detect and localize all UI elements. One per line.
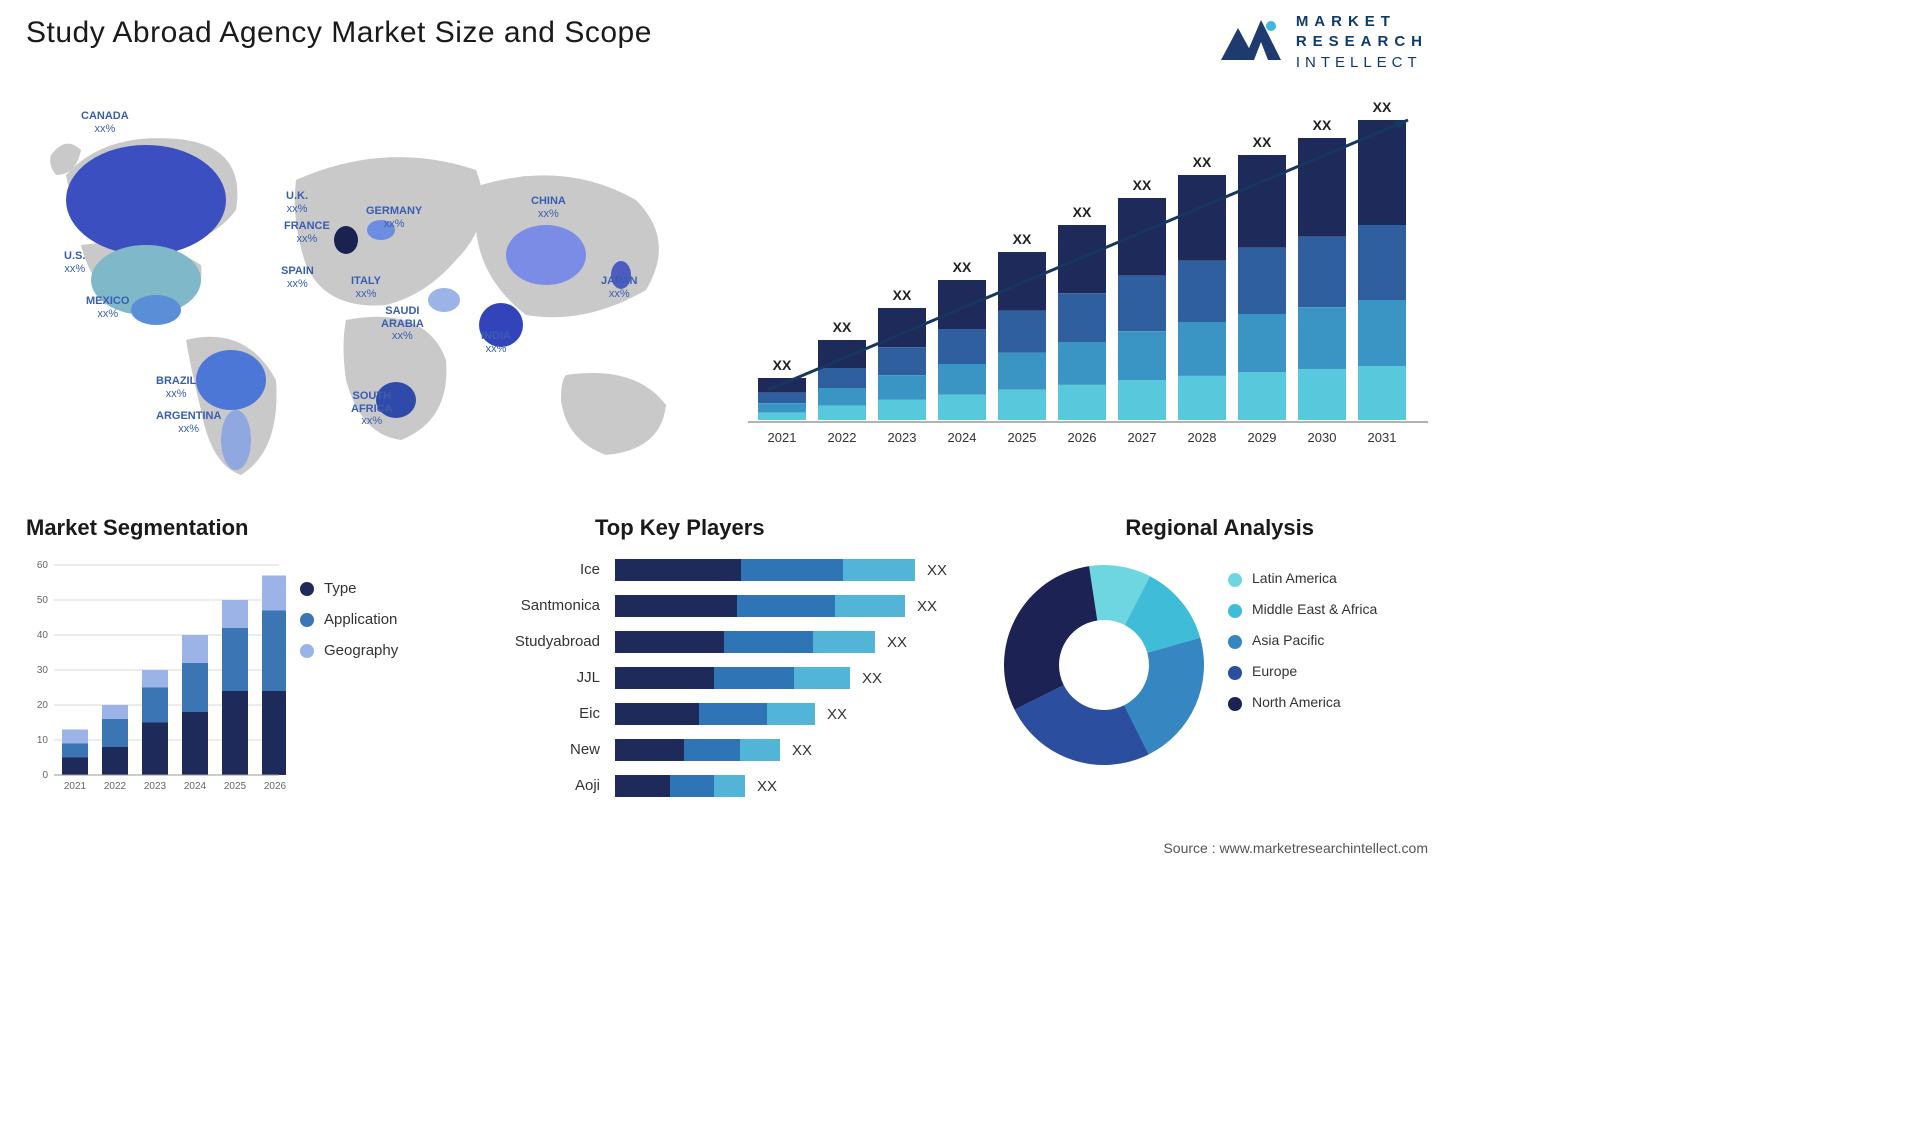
svg-text:2026: 2026 [1068,430,1097,445]
svg-text:2023: 2023 [888,430,917,445]
player-bar-row: XX [615,732,975,768]
player-bar-row: XX [615,552,975,588]
svg-text:XX: XX [773,357,792,373]
legend-item: Geography [300,642,398,659]
logo-text: MARKET RESEARCH INTELLECT [1296,12,1428,73]
svg-text:XX: XX [1133,177,1152,193]
svg-text:XX: XX [1373,99,1392,115]
player-bar-row: XX [615,624,975,660]
brand-logo: MARKET RESEARCH INTELLECT [1216,10,1428,75]
player-label: Eic [470,696,600,732]
regional-legend: Latin America Middle East & Africa Asia Pa… [1228,570,1428,725]
player-bar-row: XX [615,768,975,804]
player-bar-row: XX [615,588,975,624]
legend-item: Type [300,580,398,597]
svg-text:XX: XX [953,259,972,275]
svg-text:20: 20 [37,700,49,711]
map-label: U.S.xx% [64,250,85,275]
page-title: Study Abroad Agency Market Size and Scop… [26,16,652,50]
svg-text:XX: XX [1013,231,1032,247]
svg-text:30: 30 [37,665,49,676]
player-label: Ice [470,552,600,588]
source-text: Source : www.marketresearchintellect.com [1163,840,1428,856]
player-label: JJL [470,660,600,696]
svg-text:2022: 2022 [828,430,857,445]
svg-text:2025: 2025 [1008,430,1037,445]
svg-text:2024: 2024 [184,781,207,792]
player-label: Santmonica [470,588,600,624]
svg-text:2025: 2025 [224,781,247,792]
map-label: CHINAxx% [531,195,566,220]
svg-text:XX: XX [1193,154,1212,170]
players-bars: XXXXXXXXXXXXXX [615,552,975,804]
svg-text:2021: 2021 [768,430,797,445]
svg-text:60: 60 [37,560,49,571]
legend-item: Europe [1228,663,1428,680]
map-label: CANADAxx% [81,110,129,135]
players-labels: IceSantmonicaStudyabroadJJLEicNewAoji [470,552,600,804]
map-label: JAPANxx% [601,275,637,300]
svg-text:2029: 2029 [1248,430,1277,445]
svg-text:40: 40 [37,630,49,641]
svg-text:XX: XX [1253,134,1272,150]
logo-mark-icon [1216,10,1286,75]
svg-text:XX: XX [833,319,852,335]
legend-item: North America [1228,694,1428,711]
svg-text:50: 50 [37,595,49,606]
growth-bar-chart: XX 2021 XX 2022 XX 2023 XX 2024 XX 2025 XX 2026 XX 20… [748,90,1428,470]
svg-text:2031: 2031 [1368,430,1397,445]
map-label: ARGENTINAxx% [156,410,221,435]
svg-text:XX: XX [1073,204,1092,220]
world-map: CANADAxx% U.S.xx%MEXICOxx% BRAZILxx% ARGENT… [26,80,706,480]
map-label: SOUTHAFRICAxx% [351,390,393,428]
map-label: INDIAxx% [481,330,511,355]
legend-item: Asia Pacific [1228,632,1428,649]
svg-text:2030: 2030 [1308,430,1337,445]
map-label: GERMANYxx% [366,205,422,230]
svg-text:XX: XX [893,287,912,303]
map-label: ITALYxx% [351,275,381,300]
map-label: SPAINxx% [281,265,314,290]
player-label: Aoji [470,768,600,804]
svg-text:0: 0 [42,770,48,781]
map-label: U.K.xx% [286,190,308,215]
map-label: MEXICOxx% [86,295,129,320]
svg-text:10: 10 [37,735,49,746]
map-label: SAUDIARABIAxx% [381,305,424,343]
legend-item: Application [300,611,398,628]
svg-text:2027: 2027 [1128,430,1157,445]
map-label: FRANCExx% [284,220,330,245]
players-title: Top Key Players [595,515,765,541]
svg-text:2021: 2021 [64,781,87,792]
player-label: New [470,732,600,768]
legend-item: Middle East & Africa [1228,601,1428,618]
svg-text:2028: 2028 [1188,430,1217,445]
svg-text:2022: 2022 [104,781,127,792]
svg-text:2023: 2023 [144,781,167,792]
regional-donut [994,555,1214,775]
segmentation-title: Market Segmentation [26,515,249,541]
player-label: Studyabroad [470,624,600,660]
segmentation-legend: Type Application Geography [300,580,398,673]
legend-item: Latin America [1228,570,1428,587]
player-bar-row: XX [615,696,975,732]
regional-title: Regional Analysis [1125,515,1314,541]
map-label: BRAZILxx% [156,375,196,400]
player-bar-row: XX [615,660,975,696]
svg-text:XX: XX [1313,117,1332,133]
segmentation-chart: 0 10 20 30 40 50 60 2021 2022 2023 2024 2025 2026 [26,555,286,805]
svg-text:2026: 2026 [264,781,286,792]
svg-text:2024: 2024 [948,430,977,445]
